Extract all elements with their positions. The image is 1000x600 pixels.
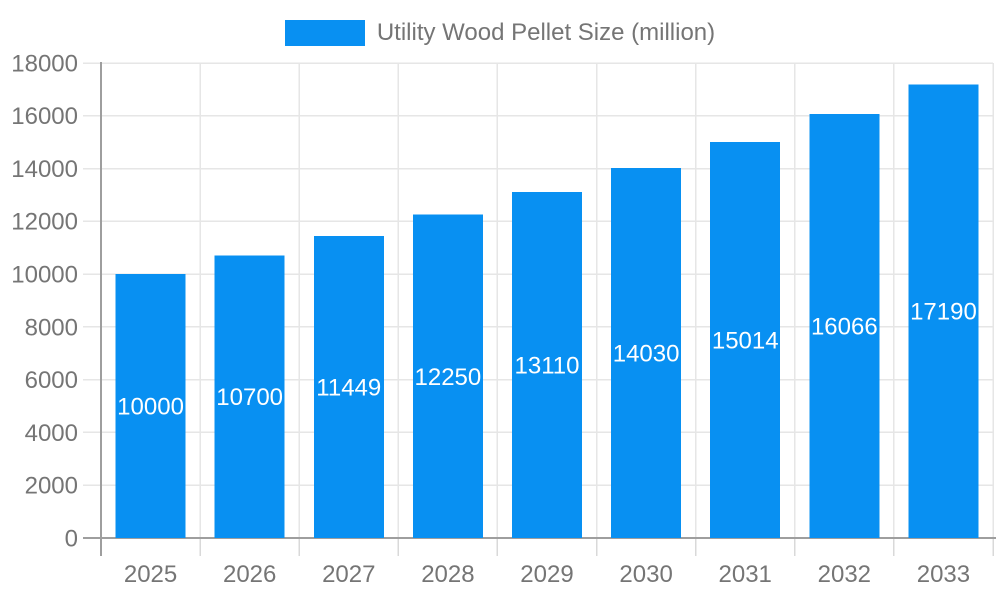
bar-value-label: 10700 [216, 384, 283, 411]
bar-2028 [412, 214, 483, 538]
bar-2031 [710, 141, 781, 538]
bar-2029 [512, 192, 582, 538]
bar-2030 [611, 167, 682, 538]
bar-value-label: 13110 [515, 352, 580, 379]
x-tick-label: 2032 [818, 561, 871, 588]
y-tick-label: 4000 [25, 420, 78, 447]
y-tick-label: 10000 [11, 262, 78, 289]
x-tick-label: 2033 [917, 561, 970, 588]
bar-value-label: 14030 [613, 340, 680, 367]
y-tick-label: 8000 [25, 314, 78, 341]
x-tick-label: 2030 [619, 561, 672, 588]
bar-value-label: 17190 [910, 299, 977, 326]
bar-2025 [115, 274, 186, 538]
bar-2033 [908, 84, 979, 538]
bar-2026 [214, 255, 285, 538]
y-tick-label: 16000 [11, 103, 78, 130]
x-tick-label: 2028 [421, 561, 474, 588]
y-tick-label: 14000 [11, 156, 78, 183]
y-tick-label: 12000 [11, 209, 78, 236]
x-tick-label: 2026 [223, 561, 276, 588]
x-tick-label: 2031 [719, 561, 772, 588]
bar-value-label: 11449 [316, 374, 381, 401]
y-tick-label: 6000 [25, 367, 78, 394]
x-tick-label: 2025 [124, 561, 177, 588]
x-tick-label: 2027 [322, 561, 375, 588]
y-tick-label: 2000 [25, 473, 78, 500]
x-tick-label: 2029 [520, 561, 573, 588]
bar-value-label: 10000 [117, 393, 184, 420]
bar-2032 [809, 114, 880, 539]
bar-value-label: 15014 [712, 327, 779, 354]
bar-value-label: 16066 [811, 313, 878, 340]
y-tick-label: 18000 [11, 50, 78, 77]
y-tick-label: 0 [65, 525, 78, 552]
bar-2027 [313, 235, 384, 539]
bar-value-label: 12250 [415, 364, 482, 391]
